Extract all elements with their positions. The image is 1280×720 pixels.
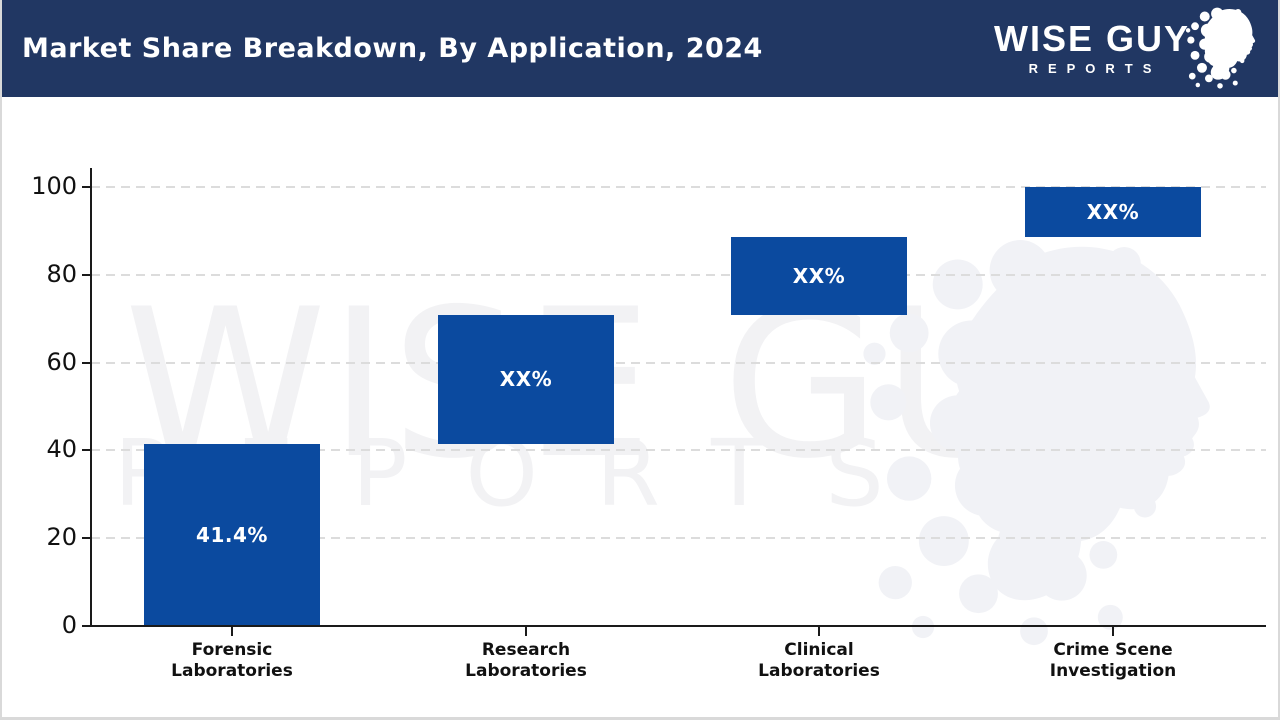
x-tick-mark-forensic-laboratories xyxy=(231,627,233,636)
bar-clinical-laboratories: XX% xyxy=(731,237,907,315)
gridline-100 xyxy=(91,186,1266,188)
y-tick-label-40: 40 xyxy=(46,435,77,464)
gridline-80 xyxy=(91,273,1266,276)
y-tick-mark-0 xyxy=(82,625,91,627)
logo-wordmark: WISE GUY REPORTS xyxy=(993,18,1190,77)
y-tick-label-80: 80 xyxy=(46,259,77,288)
logo-line1: WISE GUY xyxy=(993,18,1190,59)
y-tick-mark-100 xyxy=(82,186,91,188)
bar-value-label-clinical-laboratories: XX% xyxy=(792,263,846,288)
bar-value-label-forensic-laboratories: 41.4% xyxy=(196,523,268,548)
category-label-forensic-laboratories: Forensic Laboratories xyxy=(171,640,293,681)
y-tick-mark-60 xyxy=(82,361,91,364)
category-label-clinical-laboratories: Clinical Laboratories xyxy=(758,640,880,681)
x-axis-line xyxy=(90,625,1266,627)
x-tick-mark-research-laboratories xyxy=(525,627,527,636)
x-tick-mark-clinical-laboratories xyxy=(818,627,820,636)
bar-research-laboratories: XX% xyxy=(438,314,614,445)
y-tick-label-20: 20 xyxy=(46,523,77,552)
logo-head-icon xyxy=(1176,4,1264,94)
y-tick-label-0: 0 xyxy=(61,611,77,639)
bar-crime-scene-investigation: XX% xyxy=(1025,187,1201,238)
y-tick-mark-80 xyxy=(82,273,91,276)
x-tick-mark-crime-scene-investigation xyxy=(1112,627,1114,636)
logo-line2: REPORTS xyxy=(1028,61,1162,76)
bar-value-label-research-laboratories: XX% xyxy=(499,367,553,392)
category-label-crime-scene-investigation: Crime Scene Investigation xyxy=(1049,640,1177,681)
y-axis-line xyxy=(90,168,92,627)
y-tick-mark-20 xyxy=(82,537,91,540)
y-tick-mark-40 xyxy=(82,449,91,452)
chart-title: Market Share Breakdown, By Application, … xyxy=(22,33,763,64)
gridline-40 xyxy=(91,449,1266,452)
y-tick-label-60: 60 xyxy=(46,347,77,376)
gridline-20 xyxy=(91,537,1266,540)
bar-value-label-crime-scene-investigation: XX% xyxy=(1086,200,1140,225)
y-tick-label-100: 100 xyxy=(31,172,77,200)
header-bar: Market Share Breakdown, By Application, … xyxy=(2,0,1278,97)
wise-guy-reports-logo: WISE GUY REPORTS xyxy=(994,0,1264,97)
bar-forensic-laboratories: 41.4% xyxy=(144,444,320,626)
category-label-research-laboratories: Research Laboratories xyxy=(465,640,587,681)
gridline-60 xyxy=(91,361,1266,364)
